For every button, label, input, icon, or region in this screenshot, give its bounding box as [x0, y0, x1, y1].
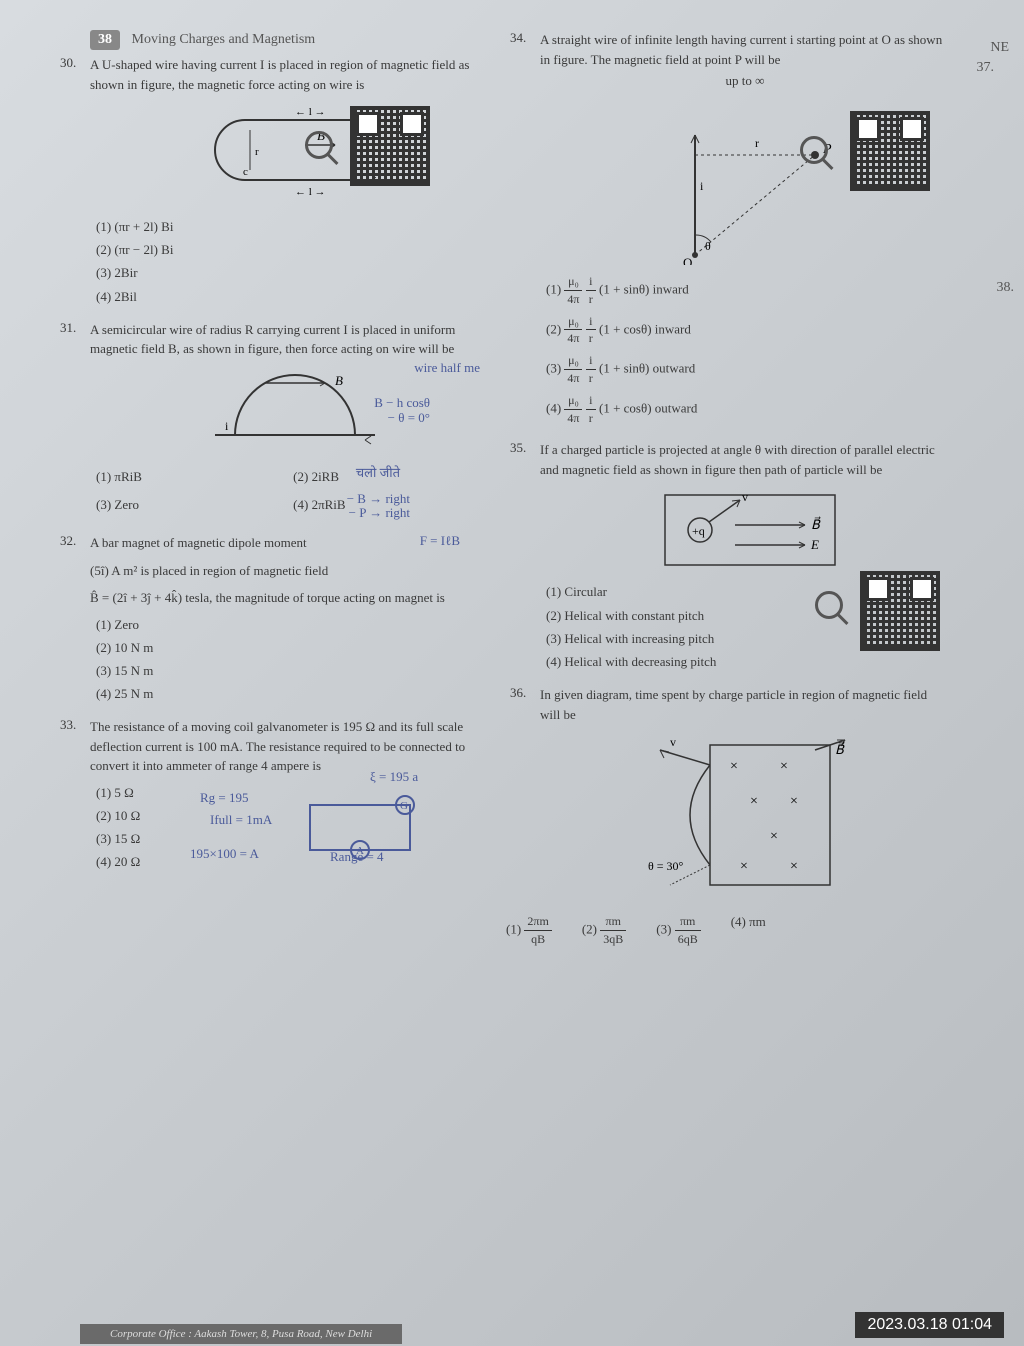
q36-opt2: (2) πm3qB	[582, 913, 626, 948]
q33-text: The resistance of a moving coil galvanom…	[90, 717, 500, 776]
svg-text:O: O	[683, 255, 692, 265]
svg-text:B⃗: B⃗	[811, 517, 821, 532]
q31-num: 31.	[60, 320, 76, 336]
svg-text:θ = 30°: θ = 30°	[648, 859, 684, 873]
q32-opt4: (4) 25 N m	[96, 685, 500, 703]
question-33: 33. The resistance of a moving coil galv…	[60, 717, 500, 871]
svg-text:i: i	[225, 419, 229, 433]
timestamp: 2023.03.18 01:04	[855, 1312, 1004, 1338]
svg-text:×: ×	[790, 794, 798, 809]
q35-opt4: (4) Helical with decreasing pitch	[546, 653, 950, 671]
question-30: 30. A U-shaped wire having current I is …	[60, 55, 500, 306]
q32-opt2: (2) 10 N m	[96, 639, 500, 657]
svg-text:← l →: ← l →	[295, 106, 326, 118]
svg-text:r: r	[255, 146, 259, 158]
q33-hand4: ξ = 195 a	[370, 769, 418, 785]
q36-opt1: (1) 2πmqB	[506, 913, 552, 948]
q33-hand1: Rg = 195	[200, 790, 249, 806]
q31-opt1: (1) πRiB	[96, 468, 290, 486]
svg-text:B⃗: B⃗	[835, 742, 845, 757]
question-34: 34. A straight wire of infinite length h…	[510, 30, 950, 426]
q31-hand2: B − h cosθ	[374, 395, 430, 411]
q35-magnify-icon	[815, 591, 843, 619]
svg-text:c: c	[243, 166, 248, 178]
q34-opt2: (2) μ₀4π ir (1 + cosθ) inward	[546, 313, 950, 348]
svg-text:+q: +q	[692, 524, 705, 538]
margin-ne: NE	[990, 40, 1009, 56]
chapter-header: 38 Moving Charges and Magnetism	[90, 30, 315, 50]
chapter-title: Moving Charges and Magnetism	[132, 32, 316, 47]
svg-text:G: G	[400, 800, 408, 812]
q32-num: 32.	[60, 533, 76, 549]
q30-opt1: (1) (πr + 2l) Bi	[96, 218, 500, 236]
q31-text: A semicircular wire of radius R carrying…	[90, 320, 500, 359]
q34-opt4: (4) μ₀4π ir (1 + cosθ) outward	[546, 392, 950, 427]
q31-figure: B i	[195, 365, 395, 455]
q36-num: 36.	[510, 685, 526, 701]
svg-text:×: ×	[740, 859, 748, 874]
q32-text2: (5î) A m² is placed in region of magneti…	[90, 561, 500, 581]
q33-circuit-sketch: G A	[300, 790, 440, 870]
q35-text: If a charged particle is projected at an…	[540, 440, 950, 479]
q30-magnify-icon	[305, 131, 333, 159]
q36-text: In given diagram, time spent by charge p…	[540, 685, 950, 724]
q31-hand6: − P → right	[349, 505, 410, 521]
svg-text:×: ×	[730, 759, 738, 774]
q30-opt2: (2) (πr − 2l) Bi	[96, 241, 500, 259]
q32-opt3: (3) 15 N m	[96, 662, 500, 680]
svg-text:×: ×	[770, 829, 778, 844]
q35-figure: +q v B⃗ E	[645, 485, 845, 575]
q32-text3: B̂ = (2î + 3ĵ + 4k̂) tesla, the magnitud…	[90, 588, 500, 608]
question-31: 31. A semicircular wire of radius R carr…	[60, 320, 500, 519]
svg-text:E: E	[810, 537, 819, 552]
q31-hand4: चलो जीते	[356, 463, 400, 481]
q34-figure: i O P r θ	[645, 95, 845, 265]
svg-text:×: ×	[790, 859, 798, 874]
svg-text:×: ×	[750, 794, 758, 809]
q30-qr	[350, 106, 430, 186]
svg-text:i: i	[700, 179, 704, 193]
q36-figure: × × × × × × × v θ = 30° B⃗	[620, 730, 850, 900]
margin-37: 37.	[977, 60, 995, 76]
question-32: 32. A bar magnet of magnetic dipole mome…	[60, 533, 500, 703]
svg-text:θ: θ	[705, 239, 711, 253]
svg-text:v: v	[670, 735, 676, 749]
q30-opt3: (3) 2Bir	[96, 264, 500, 282]
q36-opt3: (3) πm6qB	[656, 913, 700, 948]
q34-opt1: (1) μ₀4π ir (1 + sinθ) inward	[546, 273, 950, 308]
q36-opt4: (4) πm	[731, 913, 766, 948]
chapter-number: 38	[90, 30, 120, 50]
q34-text: A straight wire of infinite length havin…	[540, 30, 950, 69]
q30-text: A U-shaped wire having current I is plac…	[90, 55, 500, 94]
q33-hand2: Ifull = 1mA	[210, 812, 272, 828]
q32-hand: F = IℓB	[420, 533, 460, 549]
svg-text:r: r	[755, 136, 759, 150]
footer: Corporate Office : Aakash Tower, 8, Pusa…	[80, 1324, 402, 1344]
q31-hand1: wire half me	[414, 360, 480, 376]
q34-magnify-icon	[800, 136, 828, 164]
q30-opt4: (4) 2Bil	[96, 288, 500, 306]
q32-opt1: (1) Zero	[96, 616, 500, 634]
svg-text:B: B	[335, 373, 343, 388]
q35-num: 35.	[510, 440, 526, 456]
question-35: 35. If a charged particle is projected a…	[510, 440, 950, 671]
svg-text:×: ×	[780, 759, 788, 774]
q35-qr	[860, 571, 940, 651]
svg-text:A: A	[356, 845, 364, 857]
q34-opt3: (3) μ₀4π ir (1 + sinθ) outward	[546, 352, 950, 387]
q33-hand3: 195×100 = A	[190, 846, 259, 862]
margin-38: 38.	[997, 280, 1015, 296]
q33-num: 33.	[60, 717, 76, 733]
question-36: 36. In given diagram, time spent by char…	[510, 685, 950, 953]
q30-num: 30.	[60, 55, 76, 71]
q31-opt3: (3) Zero	[96, 496, 290, 514]
svg-text:v: v	[742, 490, 748, 504]
svg-text:← l →: ← l →	[295, 186, 326, 198]
q31-hand3: − θ = 0°	[388, 410, 430, 426]
q34-qr	[850, 111, 930, 191]
q34-num: 34.	[510, 30, 526, 46]
q34-upto-label: up to ∞	[540, 73, 950, 89]
